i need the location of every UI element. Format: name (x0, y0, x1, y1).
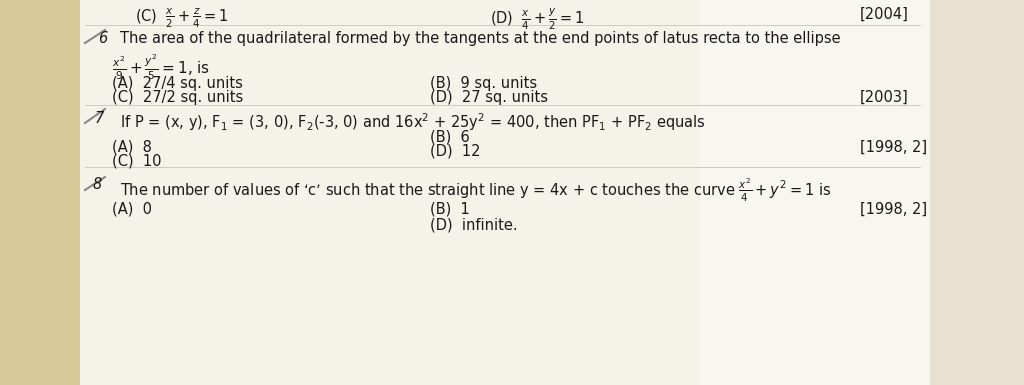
Bar (700, 0, 950, 385)
Text: (B)  9 sq. units: (B) 9 sq. units (430, 76, 538, 91)
Text: [1998, 2]: [1998, 2] (860, 140, 927, 155)
Bar (80, 0, 910, 385)
Text: The area of the quadrilateral formed by the tangents at the end points of latus : The area of the quadrilateral formed by … (120, 31, 841, 46)
Text: (D)  12: (D) 12 (430, 143, 480, 158)
Text: [2004]: [2004] (860, 7, 909, 22)
Text: (C)  10: (C) 10 (112, 154, 162, 169)
Text: 8: 8 (93, 177, 102, 192)
Text: (D)  27 sq. units: (D) 27 sq. units (430, 90, 548, 105)
Bar (0, 0, 120, 385)
Text: (B)  6: (B) 6 (430, 129, 470, 144)
Text: (C)  $\frac{x}{2}+\frac{z}{4}=1$: (C) $\frac{x}{2}+\frac{z}{4}=1$ (135, 7, 228, 30)
Text: (C)  27/2 sq. units: (C) 27/2 sq. units (112, 90, 244, 105)
Text: The number of values of ‘c’ such that the straight line y = 4x + c touches the c: The number of values of ‘c’ such that th… (120, 177, 831, 204)
Text: (A)  0: (A) 0 (112, 202, 152, 217)
Text: $\frac{x^2}{9}+\frac{y^2}{5}=1$, is: $\frac{x^2}{9}+\frac{y^2}{5}=1$, is (112, 52, 210, 82)
Text: (A)  8: (A) 8 (112, 140, 152, 155)
Text: [1998, 2]: [1998, 2] (860, 202, 927, 217)
Text: If P = (x, y), F$_1$ = (3, 0), F$_2$(-3, 0) and 16x$^2$ + 25y$^2$ = 400, then PF: If P = (x, y), F$_1$ = (3, 0), F$_2$(-3,… (120, 111, 706, 133)
Text: (A)  27/4 sq. units: (A) 27/4 sq. units (112, 76, 243, 91)
Bar (930, 0, 1024, 385)
Text: [2003]: [2003] (860, 90, 908, 105)
Text: (B)  1: (B) 1 (430, 202, 470, 217)
Text: (D)  $\frac{x}{4}+\frac{y}{2}=1$: (D) $\frac{x}{4}+\frac{y}{2}=1$ (490, 7, 585, 32)
Text: 6: 6 (98, 31, 108, 46)
Text: 7: 7 (95, 111, 104, 126)
Text: (D)  infinite.: (D) infinite. (430, 217, 517, 232)
